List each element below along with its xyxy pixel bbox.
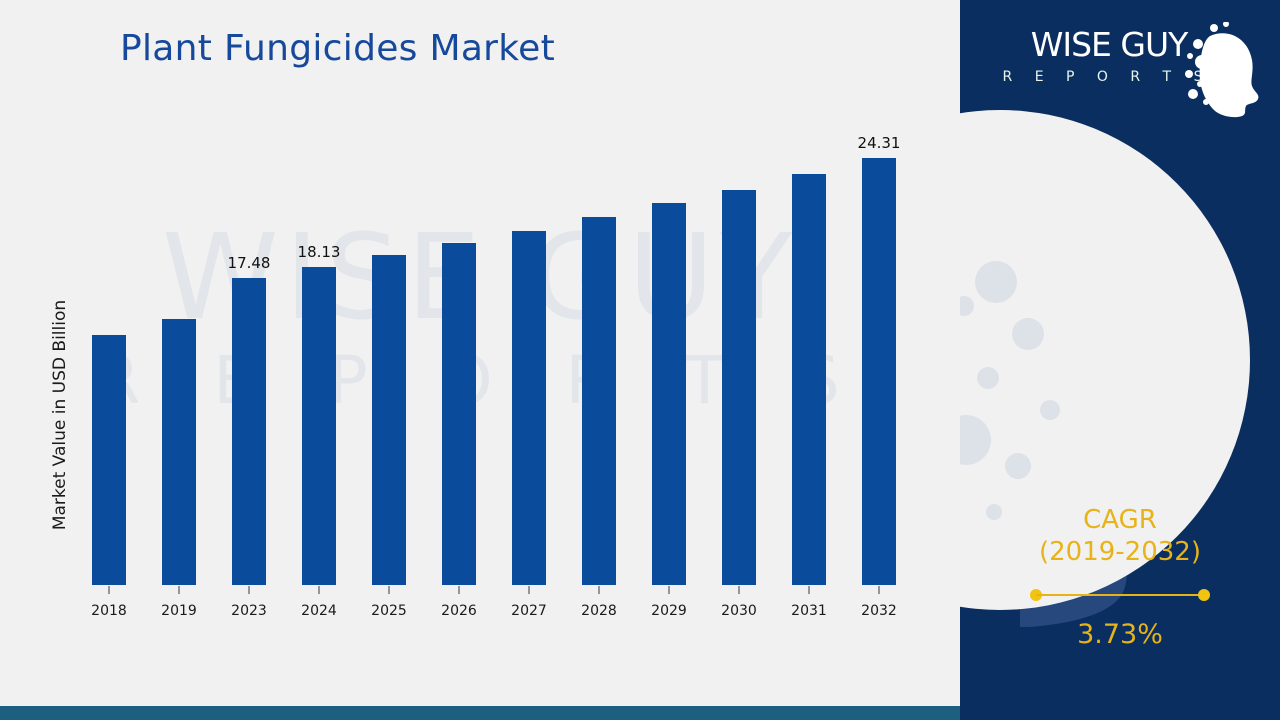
x-axis-tick-label: 2023 bbox=[231, 603, 267, 619]
bar bbox=[512, 230, 546, 585]
x-axis-tick bbox=[108, 586, 110, 594]
bottom-accent-strip bbox=[0, 706, 960, 720]
x-axis-tick bbox=[178, 586, 180, 594]
bar bbox=[722, 190, 756, 585]
bar-group: 2026 bbox=[424, 120, 494, 619]
bar-group: 24.31 2032 bbox=[844, 120, 914, 619]
divider-line bbox=[1036, 593, 1204, 596]
x-axis-tick-label: 2025 bbox=[371, 603, 407, 619]
bar bbox=[302, 266, 336, 585]
bar bbox=[442, 242, 476, 585]
x-axis-tick-label: 2026 bbox=[441, 603, 477, 619]
bar-group: 2029 bbox=[634, 120, 704, 619]
y-axis-title: Market Value in USD Billion bbox=[50, 299, 70, 531]
chart-panel: WISE GUY R E P O R T S Plant Fungicides … bbox=[0, 28, 960, 720]
bar bbox=[232, 278, 266, 585]
bar bbox=[372, 255, 406, 585]
bar-group: 2028 bbox=[564, 120, 634, 619]
bar-group: 2027 bbox=[494, 120, 564, 619]
bar-value-label: 18.13 bbox=[297, 242, 341, 261]
x-axis-tick-label: 2032 bbox=[861, 603, 897, 619]
x-axis-tick bbox=[528, 586, 530, 594]
x-axis-tick bbox=[808, 586, 810, 594]
x-axis-tick bbox=[388, 586, 390, 594]
bar-group: 2018 bbox=[74, 120, 144, 619]
brand-logo-subtitle: R E P O R T S bbox=[1002, 69, 1212, 85]
cagr-range: (2019-2032) bbox=[1038, 537, 1201, 568]
x-axis-tick bbox=[458, 586, 460, 594]
brand-panel: WISE GUY R E P O R T S CAGR bbox=[960, 0, 1280, 720]
x-axis-tick bbox=[878, 586, 880, 594]
bar-value-label: 24.31 bbox=[857, 134, 901, 153]
decorative-circle bbox=[960, 110, 1250, 610]
bar-group: 2031 bbox=[774, 120, 844, 619]
x-axis-tick bbox=[738, 586, 740, 594]
brand-logo-wordmark: WISE GUY bbox=[1030, 25, 1189, 64]
x-axis-tick-label: 2030 bbox=[721, 603, 757, 619]
bar bbox=[652, 203, 686, 585]
bar-group: 18.13 2024 bbox=[284, 120, 354, 619]
bar-group: 17.48 2023 bbox=[214, 120, 284, 619]
bar bbox=[792, 174, 826, 585]
cagr-divider bbox=[1030, 588, 1210, 601]
dot-cluster-decoration bbox=[960, 261, 1060, 520]
x-axis-tick bbox=[668, 586, 670, 594]
cagr-block: CAGR (2019-2032) 3.73% bbox=[960, 505, 1280, 650]
x-axis-tick bbox=[248, 586, 250, 594]
x-axis-tick-label: 2024 bbox=[301, 603, 337, 619]
x-axis-tick bbox=[318, 586, 320, 594]
plot-area: 2018 2019 17.48 2023 18.13 2024 2025 2026 2027 20… bbox=[74, 120, 914, 619]
x-axis-tick-label: 2028 bbox=[581, 603, 617, 619]
chart-title: Plant Fungicides Market bbox=[120, 28, 556, 69]
brand-logo: WISE GUY R E P O R T S bbox=[960, 22, 1280, 118]
bar-group: 2019 bbox=[144, 120, 214, 619]
x-axis-tick-label: 2027 bbox=[511, 603, 547, 619]
bar bbox=[862, 158, 896, 585]
bar bbox=[162, 319, 196, 585]
x-axis-tick bbox=[598, 586, 600, 594]
x-axis-tick-label: 2029 bbox=[651, 603, 687, 619]
bar bbox=[92, 334, 126, 585]
bar-value-label: 17.48 bbox=[227, 254, 271, 273]
x-axis-tick-label: 2018 bbox=[91, 603, 127, 619]
cagr-title: CAGR bbox=[1083, 505, 1157, 535]
bar-group: 2025 bbox=[354, 120, 424, 619]
bar bbox=[582, 217, 616, 585]
x-axis-tick-label: 2031 bbox=[791, 603, 827, 619]
x-axis-tick-label: 2019 bbox=[161, 603, 197, 619]
logo-face-icon bbox=[1185, 22, 1259, 118]
divider-dot-right bbox=[1198, 588, 1210, 601]
bar-group: 2030 bbox=[704, 120, 774, 619]
cagr-value: 3.73% bbox=[1077, 618, 1163, 650]
